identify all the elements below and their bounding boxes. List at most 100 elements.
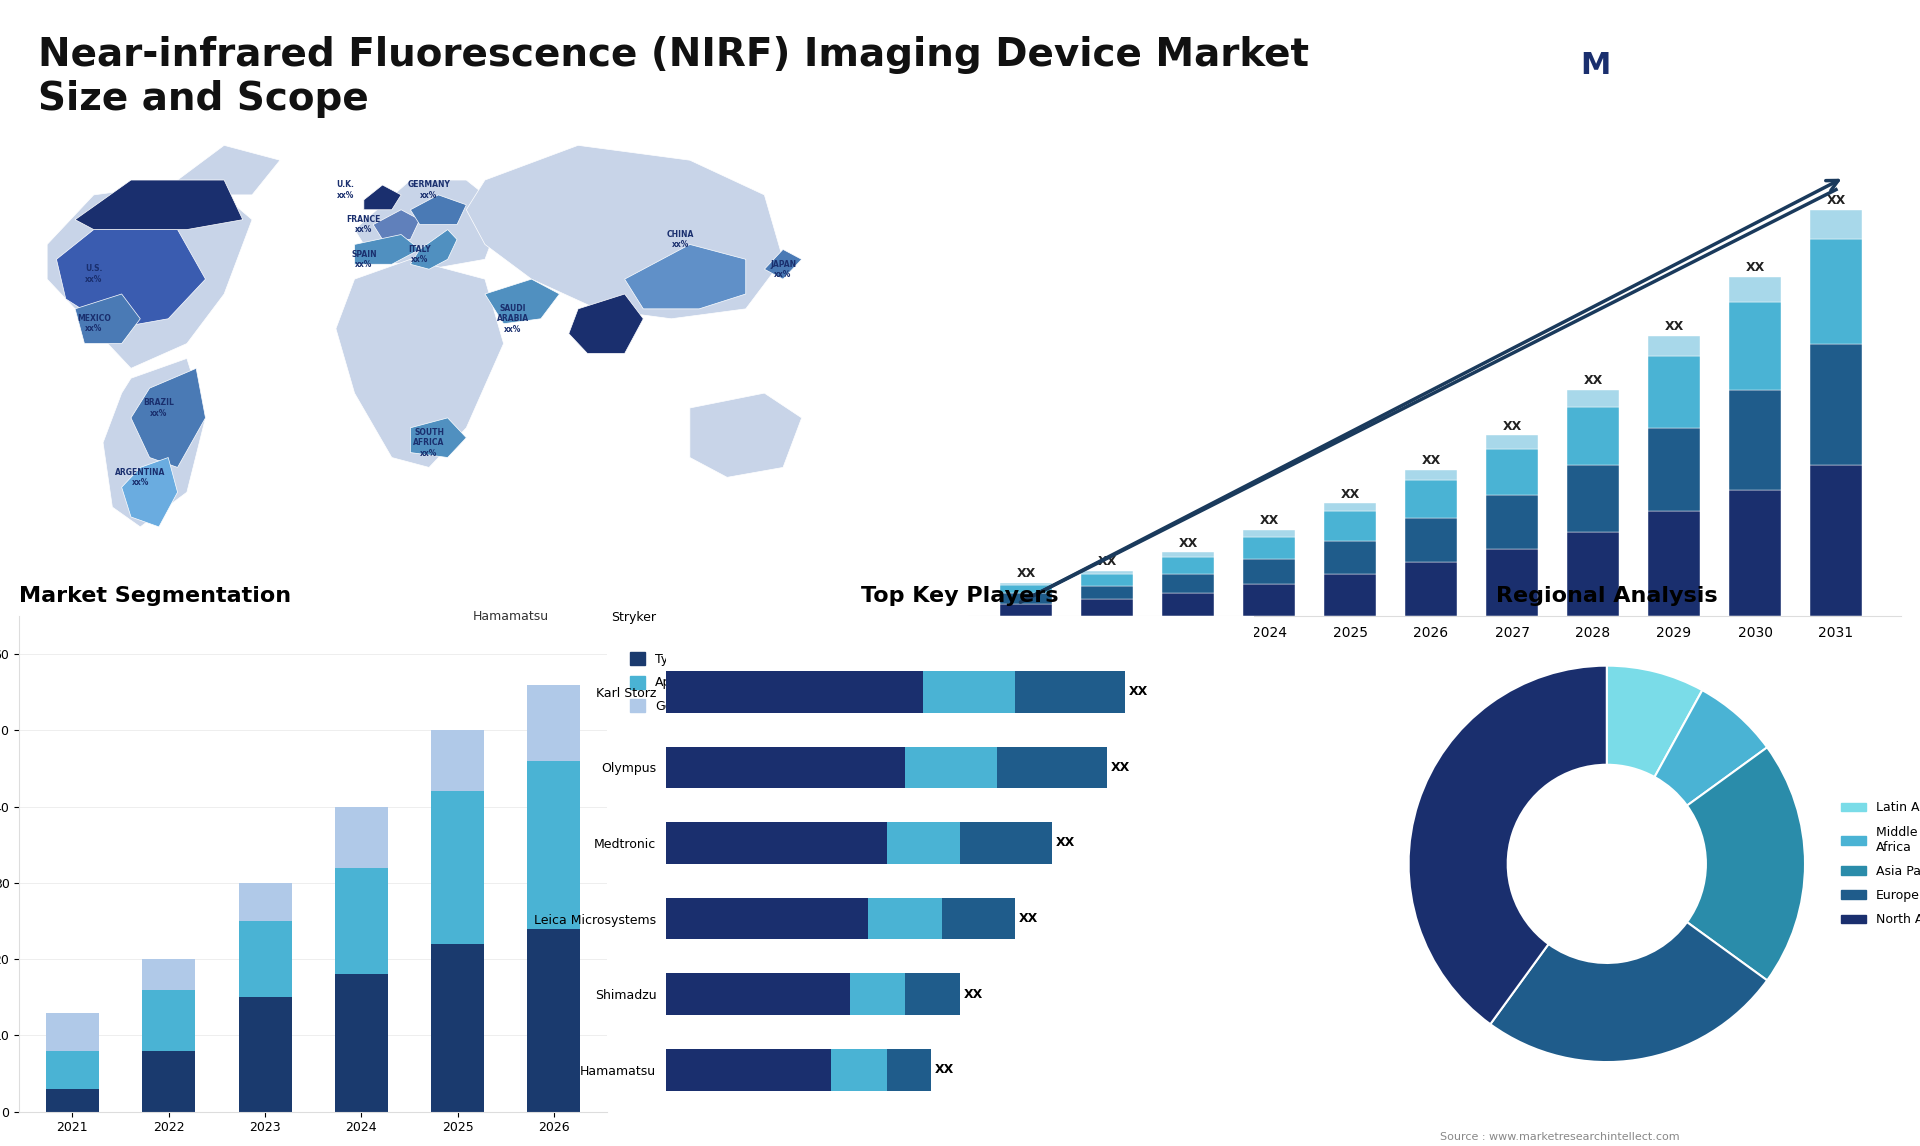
Polygon shape bbox=[121, 457, 177, 527]
Bar bbox=[1162, 552, 1213, 557]
Bar bbox=[666, 746, 904, 788]
Legend: Type, Application, Geography: Type, Application, Geography bbox=[626, 647, 730, 719]
Bar bbox=[432, 944, 484, 1112]
Bar bbox=[1081, 586, 1133, 599]
Polygon shape bbox=[624, 244, 745, 309]
Bar bbox=[46, 1089, 100, 1112]
Bar bbox=[46, 1013, 100, 1051]
Text: Near-infrared Fluorescence (NIRF) Imaging Device Market
Size and Scope: Near-infrared Fluorescence (NIRF) Imagin… bbox=[38, 37, 1309, 118]
Wedge shape bbox=[1409, 666, 1607, 1025]
Bar bbox=[851, 973, 904, 1015]
Text: FRANCE
xx%: FRANCE xx% bbox=[348, 215, 380, 234]
Bar bbox=[1323, 574, 1377, 617]
Bar bbox=[1811, 465, 1862, 617]
Bar bbox=[666, 897, 868, 940]
Text: CHINA
xx%: CHINA xx% bbox=[666, 230, 695, 249]
Polygon shape bbox=[355, 180, 503, 269]
Bar bbox=[666, 822, 887, 864]
Polygon shape bbox=[467, 146, 783, 319]
Polygon shape bbox=[104, 359, 205, 527]
Bar bbox=[1405, 562, 1457, 617]
Bar bbox=[334, 974, 388, 1112]
Bar bbox=[924, 670, 1016, 713]
Bar bbox=[1405, 470, 1457, 480]
Bar bbox=[1647, 427, 1701, 511]
Bar bbox=[1486, 435, 1538, 448]
Text: SPAIN
xx%: SPAIN xx% bbox=[351, 250, 376, 269]
Text: XX: XX bbox=[1340, 487, 1359, 501]
Bar bbox=[1567, 465, 1619, 533]
Text: M: M bbox=[1580, 52, 1611, 80]
Text: Market Segmentation: Market Segmentation bbox=[19, 587, 292, 606]
Polygon shape bbox=[177, 146, 280, 195]
Text: INDIA
xx%: INDIA xx% bbox=[584, 329, 609, 348]
Bar bbox=[142, 990, 196, 1051]
Text: U.S.
xx%: U.S. xx% bbox=[84, 265, 102, 284]
Text: XX: XX bbox=[1501, 419, 1523, 433]
Bar bbox=[238, 997, 292, 1112]
Bar bbox=[1081, 599, 1133, 617]
Bar bbox=[1486, 549, 1538, 617]
Text: XX: XX bbox=[1826, 195, 1845, 207]
Bar bbox=[1728, 390, 1782, 490]
Bar bbox=[996, 746, 1108, 788]
Bar bbox=[1162, 574, 1213, 592]
Text: XX: XX bbox=[1020, 912, 1039, 925]
Wedge shape bbox=[1655, 690, 1766, 806]
Text: U.K.
xx%: U.K. xx% bbox=[336, 180, 353, 199]
Bar bbox=[528, 928, 580, 1112]
Bar bbox=[887, 1049, 931, 1091]
Bar bbox=[1081, 574, 1133, 586]
Bar bbox=[1081, 571, 1133, 574]
Bar bbox=[1567, 407, 1619, 465]
Bar bbox=[46, 1051, 100, 1089]
Bar bbox=[1728, 490, 1782, 617]
Bar bbox=[528, 684, 580, 761]
Bar bbox=[1405, 518, 1457, 562]
Bar bbox=[1323, 541, 1377, 574]
Polygon shape bbox=[764, 250, 803, 280]
Polygon shape bbox=[411, 229, 457, 269]
Polygon shape bbox=[56, 229, 205, 329]
Text: XX: XX bbox=[1016, 567, 1035, 580]
Wedge shape bbox=[1490, 923, 1766, 1062]
Polygon shape bbox=[355, 235, 420, 265]
Text: XX: XX bbox=[1129, 685, 1148, 698]
Bar bbox=[1728, 303, 1782, 390]
Text: XX: XX bbox=[1098, 556, 1117, 568]
Bar bbox=[238, 921, 292, 997]
Bar bbox=[960, 822, 1052, 864]
Title: Regional Analysis: Regional Analysis bbox=[1496, 587, 1718, 606]
Text: SOUTH
AFRICA
xx%: SOUTH AFRICA xx% bbox=[413, 427, 445, 457]
Wedge shape bbox=[1688, 747, 1805, 980]
Polygon shape bbox=[411, 418, 467, 457]
Bar bbox=[1728, 277, 1782, 303]
Bar bbox=[1242, 559, 1296, 584]
Bar bbox=[1811, 344, 1862, 465]
Text: Source : www.marketresearchintellect.com: Source : www.marketresearchintellect.com bbox=[1440, 1132, 1680, 1143]
Bar bbox=[1486, 495, 1538, 549]
Bar bbox=[1323, 503, 1377, 511]
Bar bbox=[334, 868, 388, 974]
Bar bbox=[1647, 356, 1701, 427]
Text: XX: XX bbox=[1584, 375, 1603, 387]
Polygon shape bbox=[486, 280, 559, 323]
Bar bbox=[334, 807, 388, 868]
Bar bbox=[238, 882, 292, 921]
Text: ARGENTINA
xx%: ARGENTINA xx% bbox=[115, 468, 165, 487]
Bar bbox=[1647, 511, 1701, 617]
Polygon shape bbox=[411, 195, 467, 225]
Polygon shape bbox=[365, 185, 401, 210]
Text: MEXICO
xx%: MEXICO xx% bbox=[77, 314, 111, 333]
Title: Top Key Players: Top Key Players bbox=[862, 587, 1058, 606]
Text: XX: XX bbox=[964, 988, 983, 1000]
Polygon shape bbox=[568, 295, 643, 353]
Bar bbox=[1242, 536, 1296, 559]
Bar bbox=[666, 973, 851, 1015]
Bar bbox=[831, 1049, 887, 1091]
Text: XX: XX bbox=[1110, 761, 1131, 774]
Text: CANADA
xx%: CANADA xx% bbox=[132, 190, 167, 210]
Bar bbox=[432, 792, 484, 944]
Text: MARKET
RESEARCH
INTELLECT: MARKET RESEARCH INTELLECT bbox=[1718, 30, 1793, 73]
Text: ITALY
xx%: ITALY xx% bbox=[409, 244, 432, 264]
